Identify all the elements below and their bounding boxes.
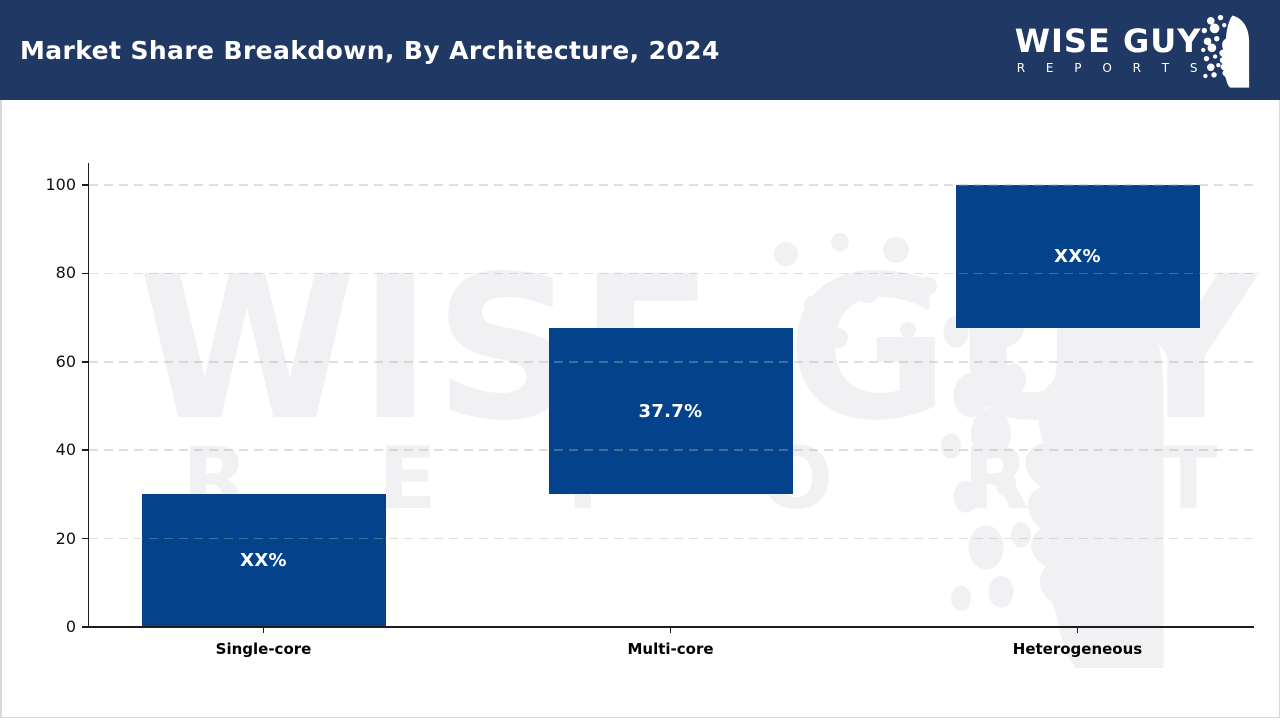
x-axis-category-label: Single-core — [215, 640, 312, 658]
y-axis-tick — [82, 449, 88, 452]
bar-heterogeneous: XX% — [955, 185, 1200, 328]
logo-subtext: R E P O R T S — [1016, 61, 1206, 75]
gridline — [89, 272, 1253, 275]
x-axis-line — [87, 626, 1254, 628]
x-axis-tick — [262, 628, 265, 633]
logo-wordmark: WISE GUY — [1014, 22, 1202, 60]
watermark-dots-icon — [774, 233, 937, 348]
bottom-edge-line — [0, 716, 1280, 719]
gridline — [89, 184, 1253, 186]
y-axis-tick-label: 80 — [55, 263, 76, 283]
y-axis-tick-label: 100 — [45, 175, 76, 194]
bar-multi-core: 37.7% — [548, 327, 793, 495]
bar-value-label: 37.7% — [638, 400, 703, 422]
y-axis-line — [87, 163, 90, 628]
y-axis-tick-label: 60 — [55, 351, 76, 371]
y-axis-tick-label: 0 — [65, 617, 76, 636]
wiseguy-face-icon — [1200, 11, 1254, 89]
x-axis-tick — [669, 628, 672, 633]
x-axis-tick — [1076, 628, 1079, 633]
gridline — [89, 361, 1253, 363]
bar-value-label: XX% — [240, 550, 287, 572]
y-axis-tick-label: 40 — [55, 440, 76, 460]
y-axis-tick — [82, 184, 88, 186]
y-axis-tick — [82, 626, 88, 628]
y-axis-tick — [82, 360, 88, 363]
right-edge-line — [1278, 100, 1280, 718]
left-edge-line — [0, 100, 2, 718]
y-axis-tick — [82, 537, 88, 540]
gridline — [89, 537, 1253, 540]
x-axis-category-label: Multi-core — [627, 640, 714, 658]
bar-single-core: XX% — [141, 494, 386, 627]
y-axis-tick-label: 20 — [55, 528, 76, 548]
x-axis-category-label: Heterogeneous — [1012, 640, 1143, 658]
bar-value-label: XX% — [1054, 245, 1101, 267]
gridline — [89, 449, 1253, 451]
wiseguy-logo: WISE GUY R E P O R T S — [1015, 11, 1254, 89]
header: Market Share Breakdown, By Architecture,… — [0, 0, 1280, 100]
logo-text: WISE GUY R E P O R T S — [1015, 25, 1206, 75]
y-axis-tick — [82, 272, 88, 275]
page-title: Market Share Breakdown, By Architecture,… — [20, 35, 720, 65]
